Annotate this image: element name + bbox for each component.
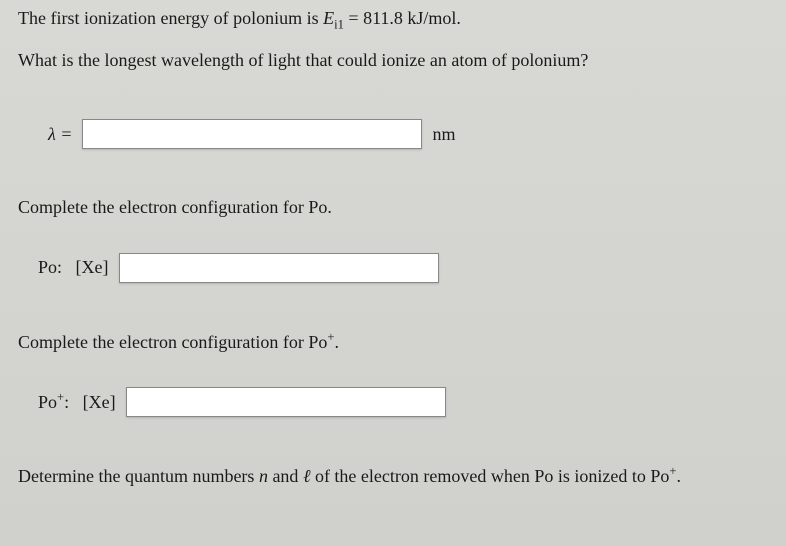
wavelength-question: What is the longest wavelength of light … bbox=[18, 50, 588, 70]
lambda-input-row: λ = nm bbox=[18, 119, 768, 149]
lambda-unit: nm bbox=[432, 124, 455, 145]
po-plus-prompt-sup: + bbox=[327, 330, 334, 344]
intro-line-1: The first ionization energy of polonium … bbox=[18, 6, 768, 34]
quantum-text-mid: of the electron removed when Po is ioniz… bbox=[310, 466, 669, 486]
po-config-label: Po: [Xe] bbox=[38, 257, 109, 278]
quantum-text-pre: Determine the quantum numbers bbox=[18, 466, 259, 486]
quantum-numbers-prompt: Determine the quantum numbers n and ℓ of… bbox=[18, 463, 768, 489]
energy-subscript: i1 bbox=[334, 18, 344, 32]
lambda-label: λ = bbox=[48, 124, 72, 145]
po-plus-prompt-post: . bbox=[335, 332, 340, 352]
energy-variable: E bbox=[323, 8, 334, 28]
po-plus-config-input[interactable] bbox=[126, 387, 446, 417]
intro-text-pre: The first ionization energy of polonium … bbox=[18, 8, 323, 28]
quantum-and: and bbox=[268, 466, 303, 486]
po-plus-config-label: Po+: [Xe] bbox=[38, 390, 116, 413]
quantum-text-post: . bbox=[676, 466, 681, 486]
po-config-row: Po: [Xe] bbox=[18, 253, 768, 283]
lambda-input[interactable] bbox=[82, 119, 422, 149]
intro-text-post: = 811.8 kJ/mol. bbox=[344, 8, 461, 28]
po-plus-prompt-pre: Complete the electron configuration for … bbox=[18, 332, 327, 352]
po-plus-config-prompt: Complete the electron configuration for … bbox=[18, 329, 768, 355]
po-config-text: Complete the electron configuration for … bbox=[18, 197, 332, 217]
po-config-input[interactable] bbox=[119, 253, 439, 283]
po-config-prompt: Complete the electron configuration for … bbox=[18, 195, 768, 220]
quantum-n-var: n bbox=[259, 466, 268, 486]
po-plus-config-row: Po+: [Xe] bbox=[18, 387, 768, 417]
intro-line-2: What is the longest wavelength of light … bbox=[18, 48, 768, 73]
